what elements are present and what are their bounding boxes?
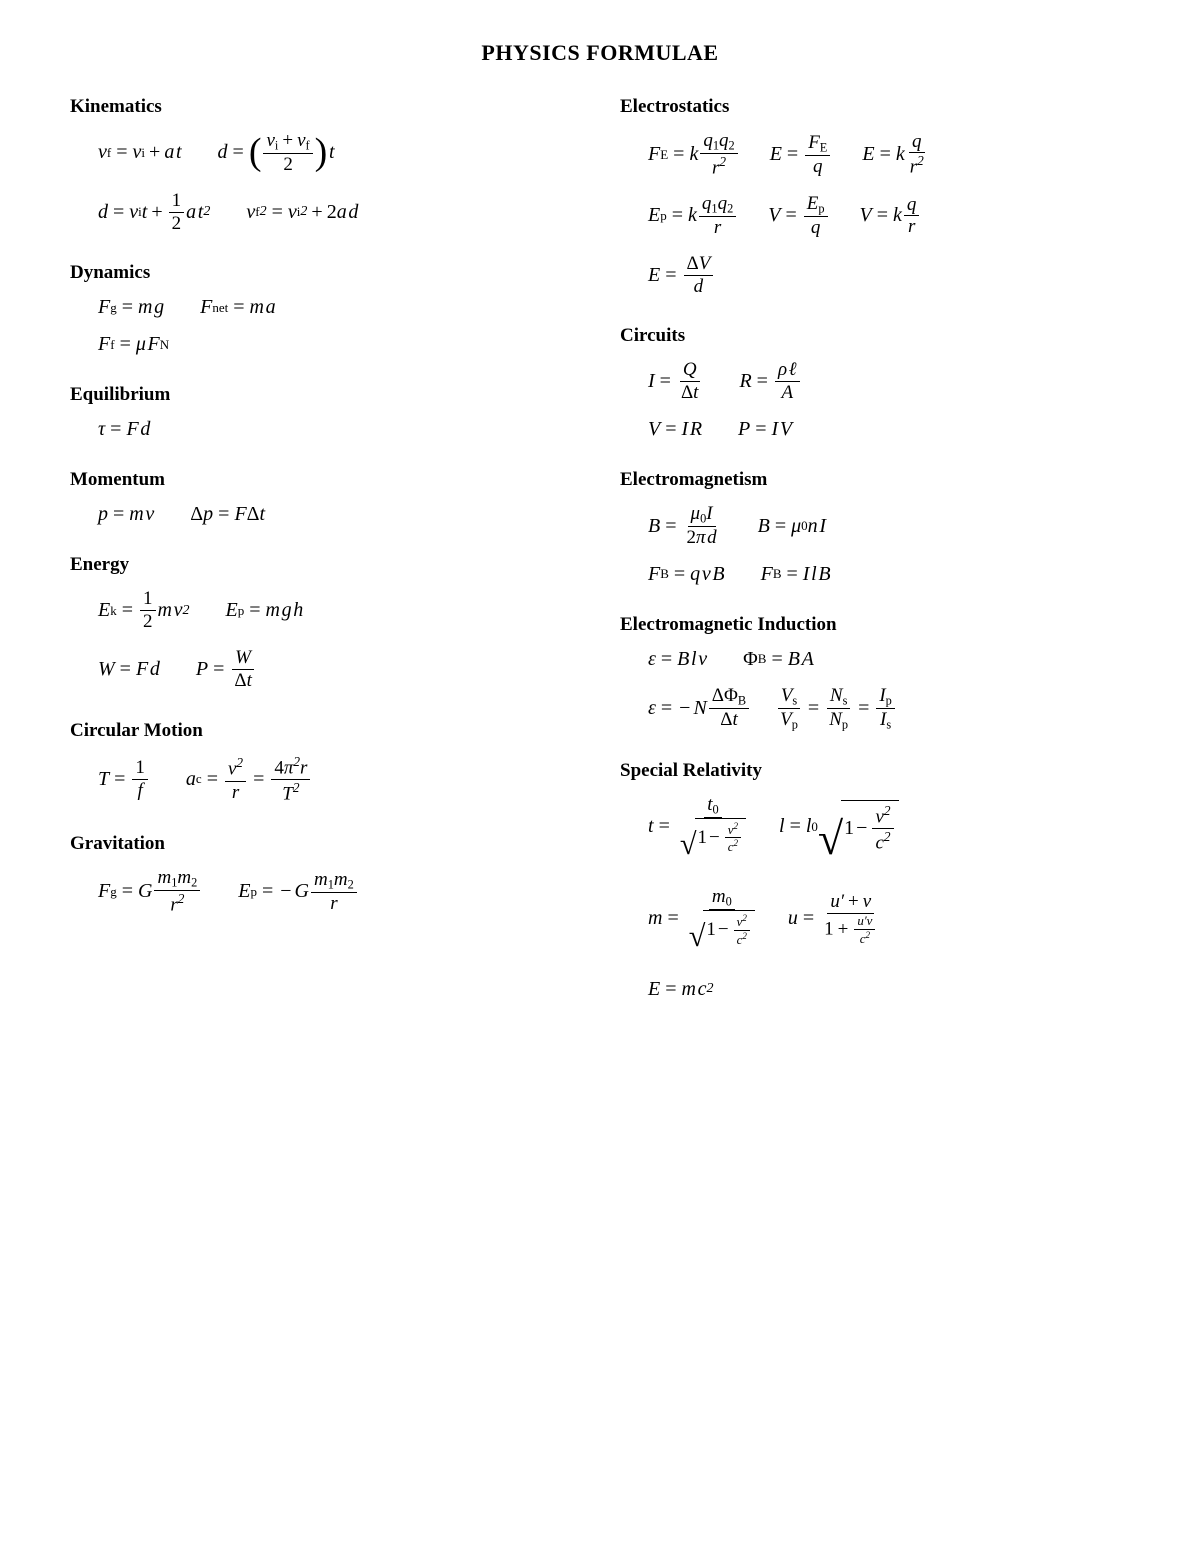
section-title: Electromagnetism: [620, 469, 1130, 491]
section-title: Circuits: [620, 325, 1130, 347]
section-title: Electrostatics: [620, 96, 1130, 118]
formula: vf2=vi2+2a d: [246, 201, 358, 224]
formula: Fg=m g: [98, 296, 164, 319]
section-gravitation: Gravitation Fg=Gm1m2r2 Ep=−Gm1m2r: [70, 833, 580, 916]
section-electrostatics: Electrostatics FE=kq1q2r2 E=FEq E=kqr2 E…: [620, 96, 1130, 297]
formula: Ff=μ FN: [98, 333, 169, 356]
section-title: Energy: [70, 554, 580, 576]
formula: E=ΔVd: [648, 253, 715, 298]
formula: Ep=−Gm1m2r: [238, 869, 359, 915]
section-title: Gravitation: [70, 833, 580, 855]
section-title: Kinematics: [70, 96, 580, 118]
section-relativity: Special Relativity t=t0√1−v2c2 l=l0√1−v2…: [620, 760, 1130, 1001]
formula: u=u′+v1+u′vc2: [788, 891, 883, 947]
formula: FB=q v B: [648, 563, 725, 586]
formula: E=kqr2: [862, 131, 928, 179]
formula-row: vf=vi+a t d=(vi+vf2) t: [70, 130, 580, 176]
formula: m=m0√1−v2c2: [648, 886, 760, 952]
formula-row: Ff=μ FN: [70, 333, 580, 356]
formula: FB=I l B: [761, 563, 831, 586]
formula: I=QΔt: [648, 359, 703, 404]
section-induction: Electromagnetic Induction ε=B l v ΦB=B A…: [620, 614, 1130, 732]
section-title: Electromagnetic Induction: [620, 614, 1130, 636]
formula: Ep=kq1q2r: [648, 193, 738, 239]
formula: VsVp=NsNp=IpIs: [775, 685, 897, 732]
section-equilibrium: Equilibrium τ=F d: [70, 384, 580, 441]
formula-row: FE=kq1q2r2 E=FEq E=kqr2: [620, 130, 1130, 179]
formula-row: d=vit+12a t2 vf2=vi2+2a d: [70, 190, 580, 235]
section-momentum: Momentum p=m v Δp=FΔt: [70, 469, 580, 526]
formula: P=WΔt: [196, 647, 257, 692]
formula: W=F d: [98, 658, 160, 681]
section-title: Equilibrium: [70, 384, 580, 406]
formula: ε=−NΔΦBΔt: [648, 685, 751, 731]
formula: E=m c2: [648, 978, 714, 1001]
formula: T=1f: [98, 757, 150, 802]
formula: Ep=m g h: [226, 599, 304, 622]
formula: l=l0√1−v2c2: [779, 800, 899, 854]
formula: Fg=Gm1m2r2: [98, 867, 202, 916]
formula: d=(vi+vf2) t: [218, 130, 335, 176]
section-dynamics: Dynamics Fg=m g Fnet=m a Ff=μ FN: [70, 262, 580, 356]
formula-row: ε=−NΔΦBΔt VsVp=NsNp=IpIs: [620, 685, 1130, 732]
formula: vf=vi+a t: [98, 141, 182, 164]
formula: p=m v: [98, 503, 154, 526]
section-kinematics: Kinematics vf=vi+a t d=(vi+vf2) t d=vit+…: [70, 96, 580, 234]
formula: B=μ0I2π d: [648, 503, 722, 549]
formula: τ=F d: [98, 418, 150, 441]
columns: Kinematics vf=vi+a t d=(vi+vf2) t d=vit+…: [70, 96, 1130, 1029]
formula-row: t=t0√1−v2c2 l=l0√1−v2c2: [620, 794, 1130, 860]
formula-row: Ek=12m v2 Ep=m g h: [70, 588, 580, 633]
section-title: Special Relativity: [620, 760, 1130, 782]
right-column: Electrostatics FE=kq1q2r2 E=FEq E=kqr2 E…: [620, 96, 1130, 1029]
formula-row: E=m c2: [620, 978, 1130, 1001]
formula: V=Epq: [768, 193, 829, 239]
formula: ΦB=B A: [743, 648, 814, 671]
formula: Δp=FΔt: [190, 503, 265, 526]
section-energy: Energy Ek=12m v2 Ep=m g h W=F d P=WΔt: [70, 554, 580, 691]
formula-row: ε=B l v ΦB=B A: [620, 648, 1130, 671]
formula: B=μ0n I: [758, 515, 826, 538]
left-column: Kinematics vf=vi+a t d=(vi+vf2) t d=vit+…: [70, 96, 580, 1029]
formula-row: I=QΔt R=ρ ℓA: [620, 359, 1130, 404]
section-title: Circular Motion: [70, 720, 580, 742]
formula-row: E=ΔVd: [620, 253, 1130, 298]
formula: P=I V: [738, 418, 792, 441]
formula: V=kqr: [860, 194, 922, 239]
section-circular: Circular Motion T=1f ac=v2r=4π2rT2: [70, 720, 580, 805]
formula-row: p=m v Δp=FΔt: [70, 503, 580, 526]
formula: FE=kq1q2r2: [648, 130, 740, 179]
formula-row: W=F d P=WΔt: [70, 647, 580, 692]
formula: Fnet=m a: [200, 296, 276, 319]
section-title: Momentum: [70, 469, 580, 491]
formula-row: Fg=m g Fnet=m a: [70, 296, 580, 319]
formula: ε=B l v: [648, 648, 707, 671]
section-circuits: Circuits I=QΔt R=ρ ℓA V=I R P=I V: [620, 325, 1130, 441]
formula: t=t0√1−v2c2: [648, 794, 751, 860]
formula-row: Fg=Gm1m2r2 Ep=−Gm1m2r: [70, 867, 580, 916]
formula-row: B=μ0I2π d B=μ0n I: [620, 503, 1130, 549]
formula: E=FEq: [770, 132, 833, 178]
section-title: Dynamics: [70, 262, 580, 284]
page-title: PHYSICS FORMULAE: [70, 40, 1130, 66]
formula: Ek=12m v2: [98, 588, 190, 633]
formula: V=I R: [648, 418, 702, 441]
formula-row: Ep=kq1q2r V=Epq V=kqr: [620, 193, 1130, 239]
section-electromagnetism: Electromagnetism B=μ0I2π d B=μ0n I FB=q …: [620, 469, 1130, 586]
formula: ac=v2r=4π2rT2: [186, 754, 313, 805]
formula-row: FB=q v B FB=I l B: [620, 563, 1130, 586]
formula: R=ρ ℓA: [739, 359, 801, 404]
formula-row: V=I R P=I V: [620, 418, 1130, 441]
formula-row: T=1f ac=v2r=4π2rT2: [70, 754, 580, 805]
formula-row: τ=F d: [70, 418, 580, 441]
formula-row: m=m0√1−v2c2 u=u′+v1+u′vc2: [620, 886, 1130, 952]
formula: d=vit+12a t2: [98, 190, 210, 235]
